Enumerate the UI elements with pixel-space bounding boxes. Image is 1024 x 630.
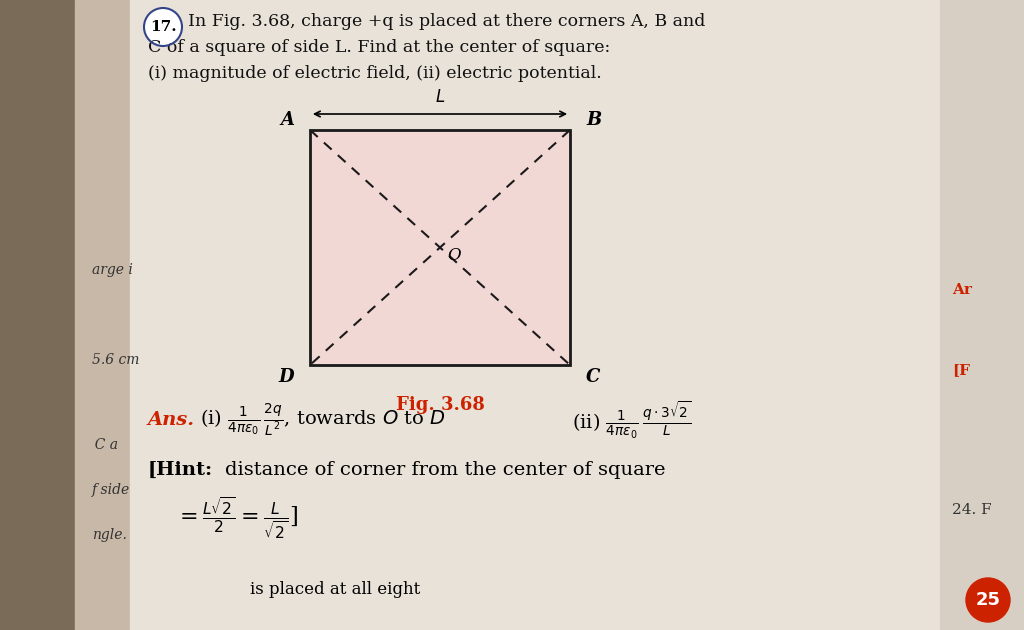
Text: ngle.: ngle. [92,528,127,542]
Text: $L$: $L$ [435,89,445,106]
Text: $= \frac{L\sqrt{2}}{2} = \frac{L}{\sqrt{2}}$]: $= \frac{L\sqrt{2}}{2} = \frac{L}{\sqrt{… [175,495,298,541]
Text: arge i: arge i [92,263,133,277]
Bar [75,0,130,630]
Text: 24. F: 24. F [952,503,991,517]
Text: distance of corner from the center of square: distance of corner from the center of sq… [225,461,666,479]
Text: O: O [447,247,461,264]
Text: B: B [586,111,601,129]
Text: (i) $\frac{1}{4\pi\varepsilon_0}\,\frac{2q}{L^2}$, towards $O$ to $D$: (i) $\frac{1}{4\pi\varepsilon_0}\,\frac{… [200,403,445,438]
Text: Ar: Ar [952,283,972,297]
Text: C: C [586,368,600,386]
Text: A: A [280,111,294,129]
Text: C of a square of side L. Find at the center of square:: C of a square of side L. Find at the cen… [148,40,610,57]
Circle shape [144,8,182,46]
Text: 25: 25 [976,591,1000,609]
Text: (ii) $\frac{1}{4\pi\varepsilon_0}\,\frac{q \cdot 3\sqrt{2}}{L}$: (ii) $\frac{1}{4\pi\varepsilon_0}\,\frac… [572,399,691,440]
Text: [Hint:: [Hint: [148,461,213,479]
Text: 17.: 17. [150,20,176,34]
Bar [130,0,1024,630]
Bar [940,0,1024,630]
Text: Fig. 3.68: Fig. 3.68 [395,396,484,414]
Bar [310,130,570,365]
Text: C a: C a [92,438,121,452]
Text: 5.6 cm: 5.6 cm [92,353,139,367]
Text: Ans.: Ans. [148,411,195,429]
Text: [F: [F [952,363,970,377]
Text: is placed at all eight: is placed at all eight [250,581,420,598]
Bar [310,130,570,365]
Text: In Fig. 3.68, charge +q is placed at there corners A, B and: In Fig. 3.68, charge +q is placed at the… [188,13,706,30]
Text: (i) magnitude of electric field, (ii) electric potential.: (i) magnitude of electric field, (ii) el… [148,66,602,83]
Text: f side: f side [92,483,130,497]
Circle shape [966,578,1010,622]
Bar [0,0,75,630]
Text: D: D [279,368,294,386]
